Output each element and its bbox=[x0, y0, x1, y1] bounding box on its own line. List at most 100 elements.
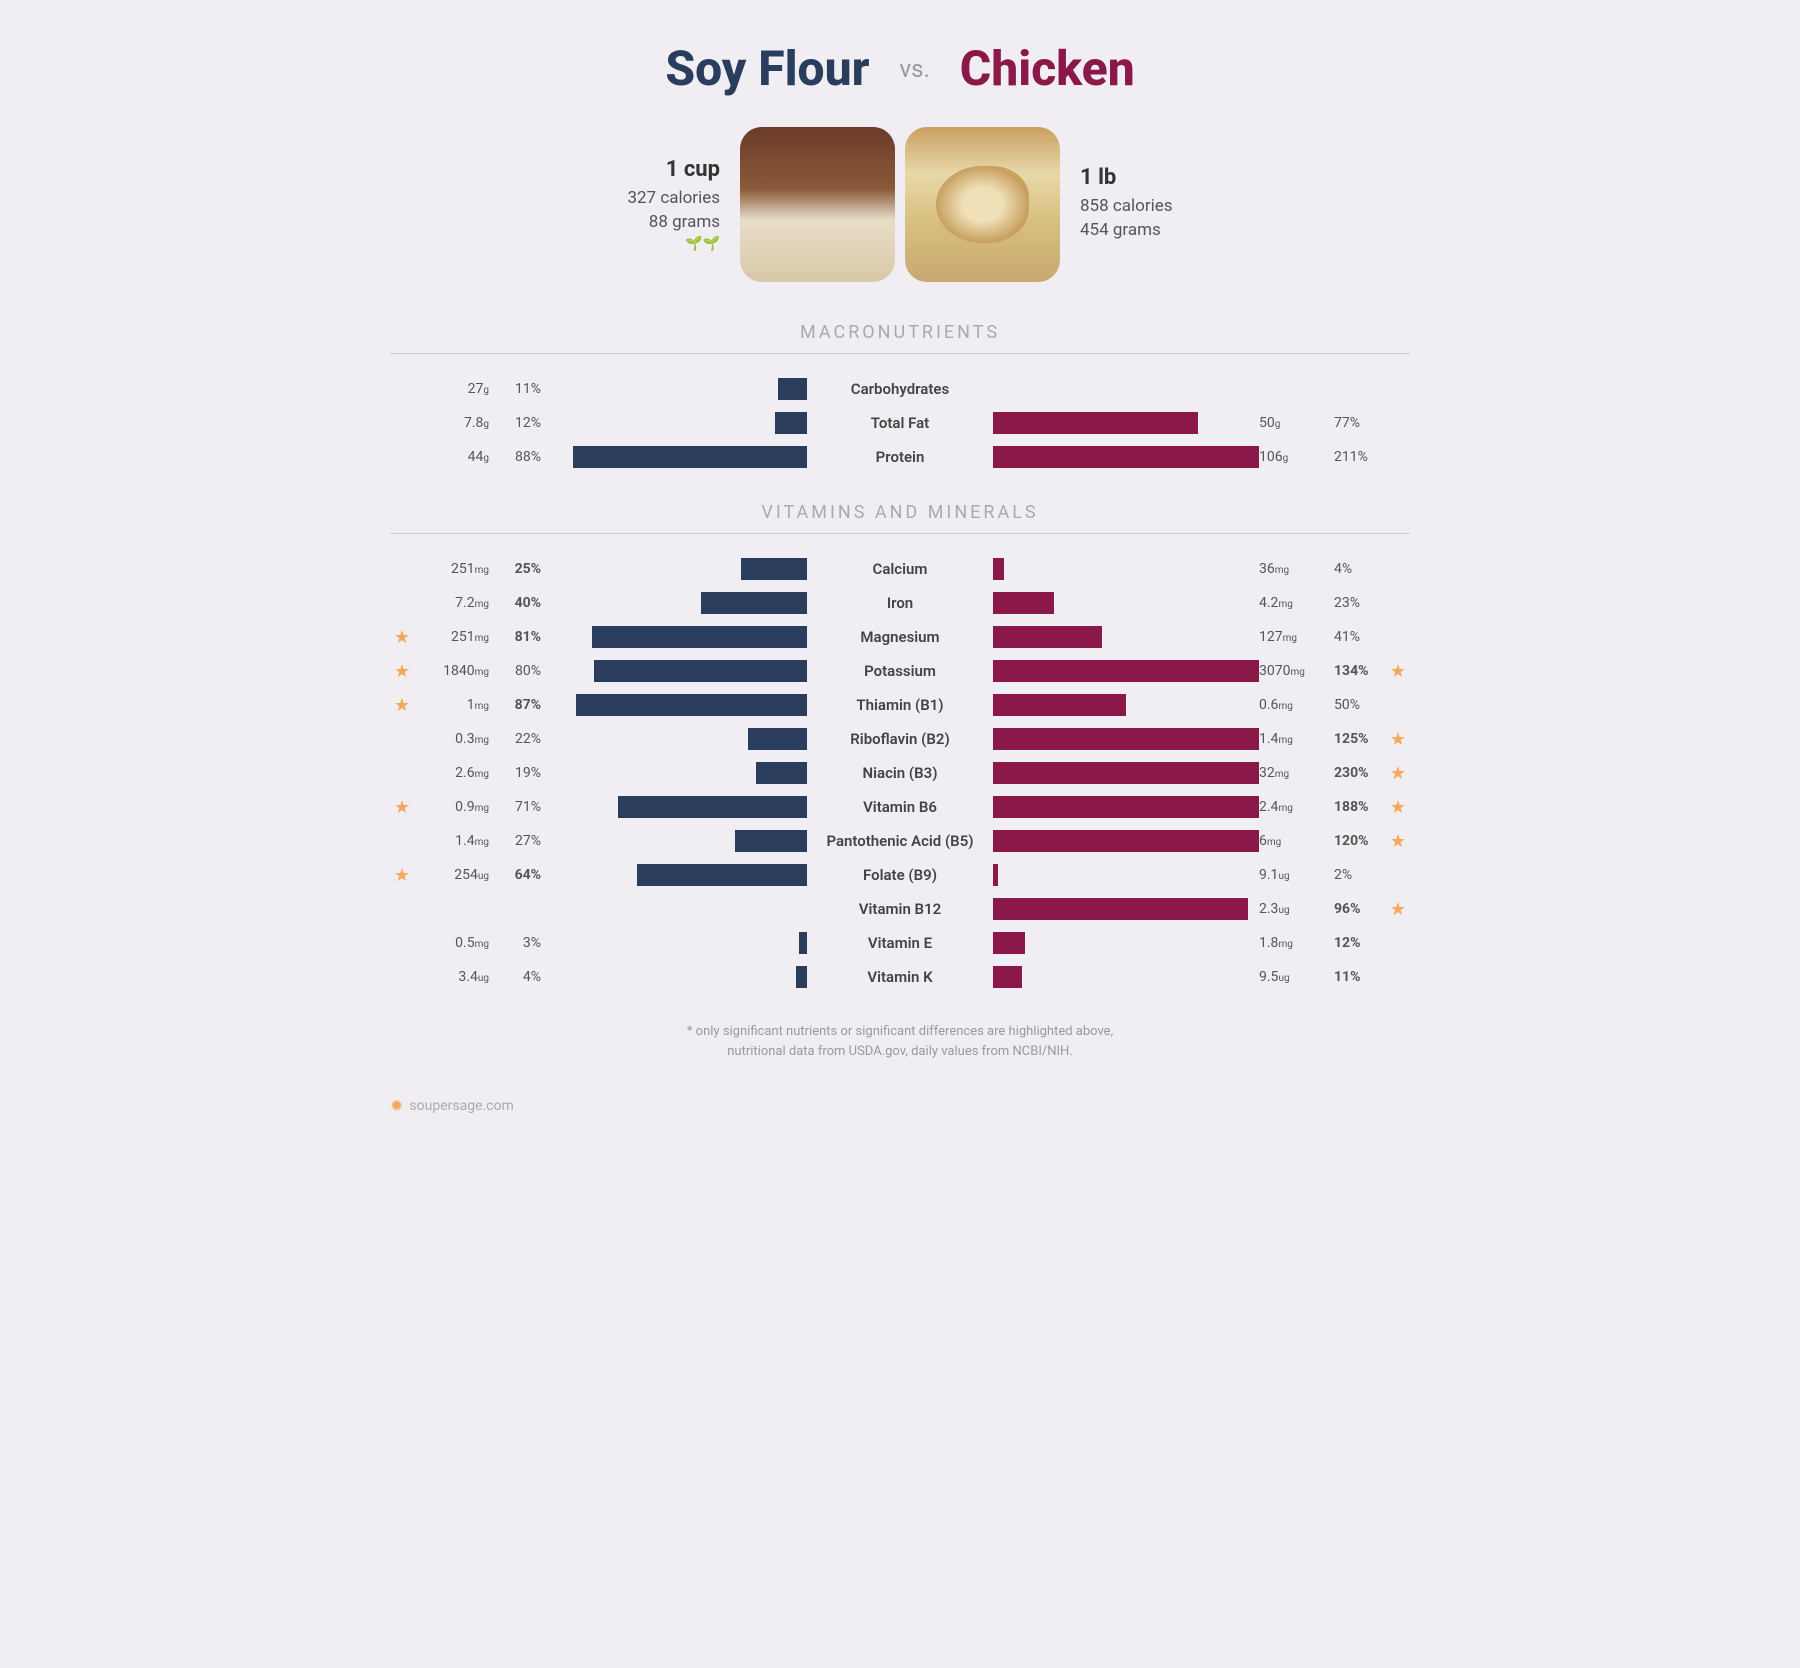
left-amount: 2.6mg bbox=[414, 765, 489, 781]
nutrient-row: Vitamin B122.3ug96%★ bbox=[390, 894, 1410, 924]
left-bar bbox=[576, 694, 807, 716]
right-bar bbox=[993, 446, 1259, 468]
right-bar bbox=[993, 830, 1259, 852]
right-percent: 134% bbox=[1334, 663, 1386, 679]
right-bar bbox=[993, 762, 1259, 784]
divider bbox=[390, 533, 1410, 534]
food-summary-row: 1 cup 327 calories 88 grams 🌱🌱 1 lb 858 … bbox=[390, 127, 1410, 282]
food-right-image bbox=[905, 127, 1060, 282]
right-bar bbox=[993, 728, 1259, 750]
bar-area: Folate (B9) bbox=[541, 864, 1259, 886]
food-right-info: 1 lb 858 calories 454 grams bbox=[1080, 165, 1173, 244]
left-amount: 1.4mg bbox=[414, 833, 489, 849]
left-percent: 3% bbox=[489, 935, 541, 951]
bar-area: Magnesium bbox=[541, 626, 1259, 648]
section-macros-title: MACRONUTRIENTS bbox=[390, 322, 1410, 343]
nutrient-label: Protein bbox=[810, 448, 990, 466]
footnote-line1: * only significant nutrients or signific… bbox=[390, 1022, 1410, 1042]
right-amount: 106g bbox=[1259, 449, 1334, 465]
right-amount: 3070mg bbox=[1259, 663, 1334, 679]
footer-text: soupersage.com bbox=[409, 1098, 513, 1114]
left-bar bbox=[796, 966, 807, 988]
right-percent: 120% bbox=[1334, 833, 1386, 849]
food-left-info: 1 cup 327 calories 88 grams 🌱🌱 bbox=[627, 157, 720, 252]
food-right-calories: 858 calories bbox=[1080, 196, 1173, 216]
left-bar bbox=[778, 378, 807, 400]
star-icon: ★ bbox=[1386, 763, 1410, 784]
nutrient-label: Thiamin (B1) bbox=[810, 696, 990, 714]
bar-area: Vitamin B6 bbox=[541, 796, 1259, 818]
nutrient-row: ★254ug64%Folate (B9)9.1ug2% bbox=[390, 860, 1410, 890]
nutrient-row: 3.4ug4%Vitamin K9.5ug11% bbox=[390, 962, 1410, 992]
nutrient-label: Total Fat bbox=[810, 414, 990, 432]
nutrient-row: 27g11% Carbohydrates bbox=[390, 374, 1410, 404]
food-left-calories: 327 calories bbox=[627, 188, 720, 208]
food-left-serving: 1 cup bbox=[627, 157, 720, 182]
left-bar bbox=[799, 932, 807, 954]
left-percent: 12% bbox=[489, 415, 541, 431]
left-amount: 0.5mg bbox=[414, 935, 489, 951]
title-vs: vs. bbox=[899, 55, 929, 83]
bar-area: Riboflavin (B2) bbox=[541, 728, 1259, 750]
nutrient-row: 1.4mg27%Pantothenic Acid (B5)6mg120%★ bbox=[390, 826, 1410, 856]
nutrient-label: Iron bbox=[810, 594, 990, 612]
bar-area: Iron bbox=[541, 592, 1259, 614]
left-percent: 27% bbox=[489, 833, 541, 849]
left-amount: 44g bbox=[414, 449, 489, 465]
star-icon: ★ bbox=[390, 627, 414, 648]
food-left-grams: 88 grams bbox=[627, 212, 720, 232]
left-percent: 22% bbox=[489, 731, 541, 747]
nutrient-row: ★251mg81%Magnesium127mg41% bbox=[390, 622, 1410, 652]
left-bar bbox=[701, 592, 807, 614]
right-amount: 6mg bbox=[1259, 833, 1334, 849]
nutrient-row: 0.5mg3%Vitamin E1.8mg12% bbox=[390, 928, 1410, 958]
right-bar bbox=[993, 932, 1025, 954]
footnote-line2: nutritional data from USDA.gov, daily va… bbox=[390, 1042, 1410, 1062]
left-bar bbox=[775, 412, 807, 434]
left-amount: 251mg bbox=[414, 629, 489, 645]
nutrient-row: ★1840mg80%Potassium3070mg134%★ bbox=[390, 656, 1410, 686]
right-bar bbox=[993, 864, 998, 886]
right-percent: 23% bbox=[1334, 595, 1386, 611]
left-percent: 80% bbox=[489, 663, 541, 679]
title-right: Chicken bbox=[960, 40, 1135, 97]
left-amount: 27g bbox=[414, 381, 489, 397]
footer: ✹ soupersage.com bbox=[390, 1096, 1410, 1115]
bar-area: Vitamin B12 bbox=[541, 898, 1259, 920]
right-percent: 2% bbox=[1334, 867, 1386, 883]
left-percent: 25% bbox=[489, 561, 541, 577]
divider bbox=[390, 353, 1410, 354]
left-percent: 64% bbox=[489, 867, 541, 883]
left-amount: 7.8g bbox=[414, 415, 489, 431]
title-left: Soy Flour bbox=[665, 40, 869, 97]
footnote: * only significant nutrients or signific… bbox=[390, 1022, 1410, 1061]
bar-area: Vitamin K bbox=[541, 966, 1259, 988]
left-percent: 11% bbox=[489, 381, 541, 397]
right-amount: 127mg bbox=[1259, 629, 1334, 645]
bar-area: Niacin (B3) bbox=[541, 762, 1259, 784]
star-icon: ★ bbox=[1386, 899, 1410, 920]
nutrient-label: Carbohydrates bbox=[810, 380, 990, 398]
food-right-serving: 1 lb bbox=[1080, 165, 1173, 190]
star-icon: ★ bbox=[1386, 729, 1410, 750]
left-percent: 19% bbox=[489, 765, 541, 781]
left-amount: 1mg bbox=[414, 697, 489, 713]
left-percent: 87% bbox=[489, 697, 541, 713]
right-amount: 2.3ug bbox=[1259, 901, 1334, 917]
right-percent: 50% bbox=[1334, 697, 1386, 713]
right-amount: 50g bbox=[1259, 415, 1334, 431]
right-percent: 11% bbox=[1334, 969, 1386, 985]
star-icon: ★ bbox=[390, 661, 414, 682]
left-bar bbox=[594, 660, 807, 682]
nutrient-row: ★1mg87%Thiamin (B1)0.6mg50% bbox=[390, 690, 1410, 720]
nutrient-label: Pantothenic Acid (B5) bbox=[810, 832, 990, 850]
left-percent: 71% bbox=[489, 799, 541, 815]
left-amount: 1840mg bbox=[414, 663, 489, 679]
star-icon: ★ bbox=[390, 695, 414, 716]
left-bar bbox=[618, 796, 807, 818]
nutrient-label: Niacin (B3) bbox=[810, 764, 990, 782]
left-percent: 81% bbox=[489, 629, 541, 645]
right-amount: 2.4mg bbox=[1259, 799, 1334, 815]
right-percent: 188% bbox=[1334, 799, 1386, 815]
nutrient-label: Potassium bbox=[810, 662, 990, 680]
